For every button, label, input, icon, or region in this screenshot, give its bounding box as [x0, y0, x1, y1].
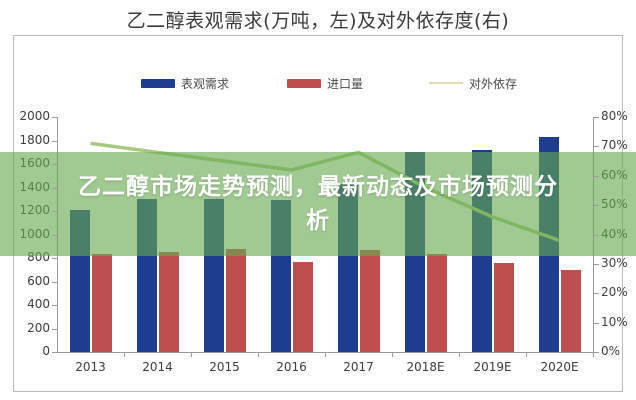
x-tick: [325, 353, 326, 357]
overlay-title: 乙二醇市场走势预测，最新动态及市场预测分析: [78, 174, 558, 234]
x-tick: [459, 353, 460, 357]
bar-import: [292, 261, 313, 352]
bar-import: [359, 249, 380, 352]
y-axis-label-right: 0%: [601, 344, 621, 358]
y-axis-label-right: 70%: [601, 138, 628, 153]
x-axis-label: 2014: [142, 360, 173, 374]
y-axis-label-left: 0: [42, 344, 50, 358]
y-axis-label-right: 80%: [601, 109, 628, 123]
y-axis-label-left: 2000: [19, 109, 50, 123]
y-tick-right: [594, 293, 599, 295]
y-tick-left: [52, 328, 57, 330]
x-axis-line: [57, 352, 594, 353]
y-tick-right: [594, 234, 599, 236]
legend-swatch-demand: [141, 78, 175, 88]
y-tick-right: [594, 117, 599, 118]
y-tick-left: [52, 187, 57, 189]
y-tick-left: [52, 211, 57, 212]
legend-item-demand: 表观需求: [141, 72, 229, 94]
y-axis-label-right: 10%: [601, 314, 628, 329]
y-axis-label-right: 20%: [601, 285, 628, 300]
legend-label-dependency: 对外依存: [469, 76, 518, 91]
y-tick-right: [594, 322, 599, 324]
y-axis-label-left: 200: [27, 320, 50, 335]
bar-import: [225, 248, 246, 352]
y-tick-left: [52, 352, 57, 353]
legend-label-import: 进口量: [327, 76, 364, 91]
y-tick-right: [594, 175, 599, 177]
legend-swatch-dependency: [429, 82, 463, 84]
x-tick: [526, 353, 527, 357]
x-tick: [191, 353, 192, 357]
x-tick: [124, 353, 125, 357]
x-axis-label: 2019E: [473, 360, 512, 374]
bar-import: [560, 269, 581, 352]
y-axis-label-left: 1800: [19, 132, 50, 147]
y-tick-right: [594, 352, 599, 353]
x-tick: [593, 353, 594, 357]
x-tick: [392, 353, 393, 357]
x-axis-label: 2013: [75, 360, 106, 374]
y-tick-left: [52, 140, 57, 142]
x-axis-label: 2017: [343, 360, 374, 374]
bar-import: [91, 254, 112, 352]
chart-legend: 表观需求 进口量 对外依存: [13, 72, 623, 94]
legend-item-dependency: 对外依存: [429, 72, 517, 94]
x-axis-label: 2018E: [406, 360, 445, 374]
y-axis-label-right: 30%: [601, 255, 628, 270]
y-tick-left: [52, 164, 57, 165]
y-axis-label-left: 400: [27, 297, 50, 311]
bar-import: [158, 252, 179, 352]
y-tick-right: [594, 205, 599, 207]
legend-swatch-import: [287, 78, 321, 88]
legend-label-demand: 表观需求: [181, 76, 230, 91]
bar-import: [493, 262, 514, 352]
y-tick-left: [52, 234, 57, 236]
legend-item-import: 进口量: [287, 72, 363, 94]
y-tick-right: [594, 263, 599, 265]
y-tick-left: [52, 258, 57, 259]
y-tick-left: [52, 117, 57, 118]
y-axis-label-left: 600: [27, 273, 50, 288]
bar-import: [426, 254, 447, 352]
overlay-banner: 乙二醇市场走势预测，最新动态及市场预测分析: [0, 152, 636, 256]
x-axis-label: 2016: [276, 360, 307, 374]
x-tick: [258, 353, 259, 357]
x-axis-label: 2020E: [540, 360, 579, 374]
x-axis-label: 2015: [209, 360, 240, 374]
y-tick-right: [594, 146, 599, 148]
chart-title: 乙二醇表观需求(万吨，左)及对外依存度(右): [126, 10, 510, 32]
y-tick-left: [52, 305, 57, 306]
y-tick-left: [52, 281, 57, 283]
